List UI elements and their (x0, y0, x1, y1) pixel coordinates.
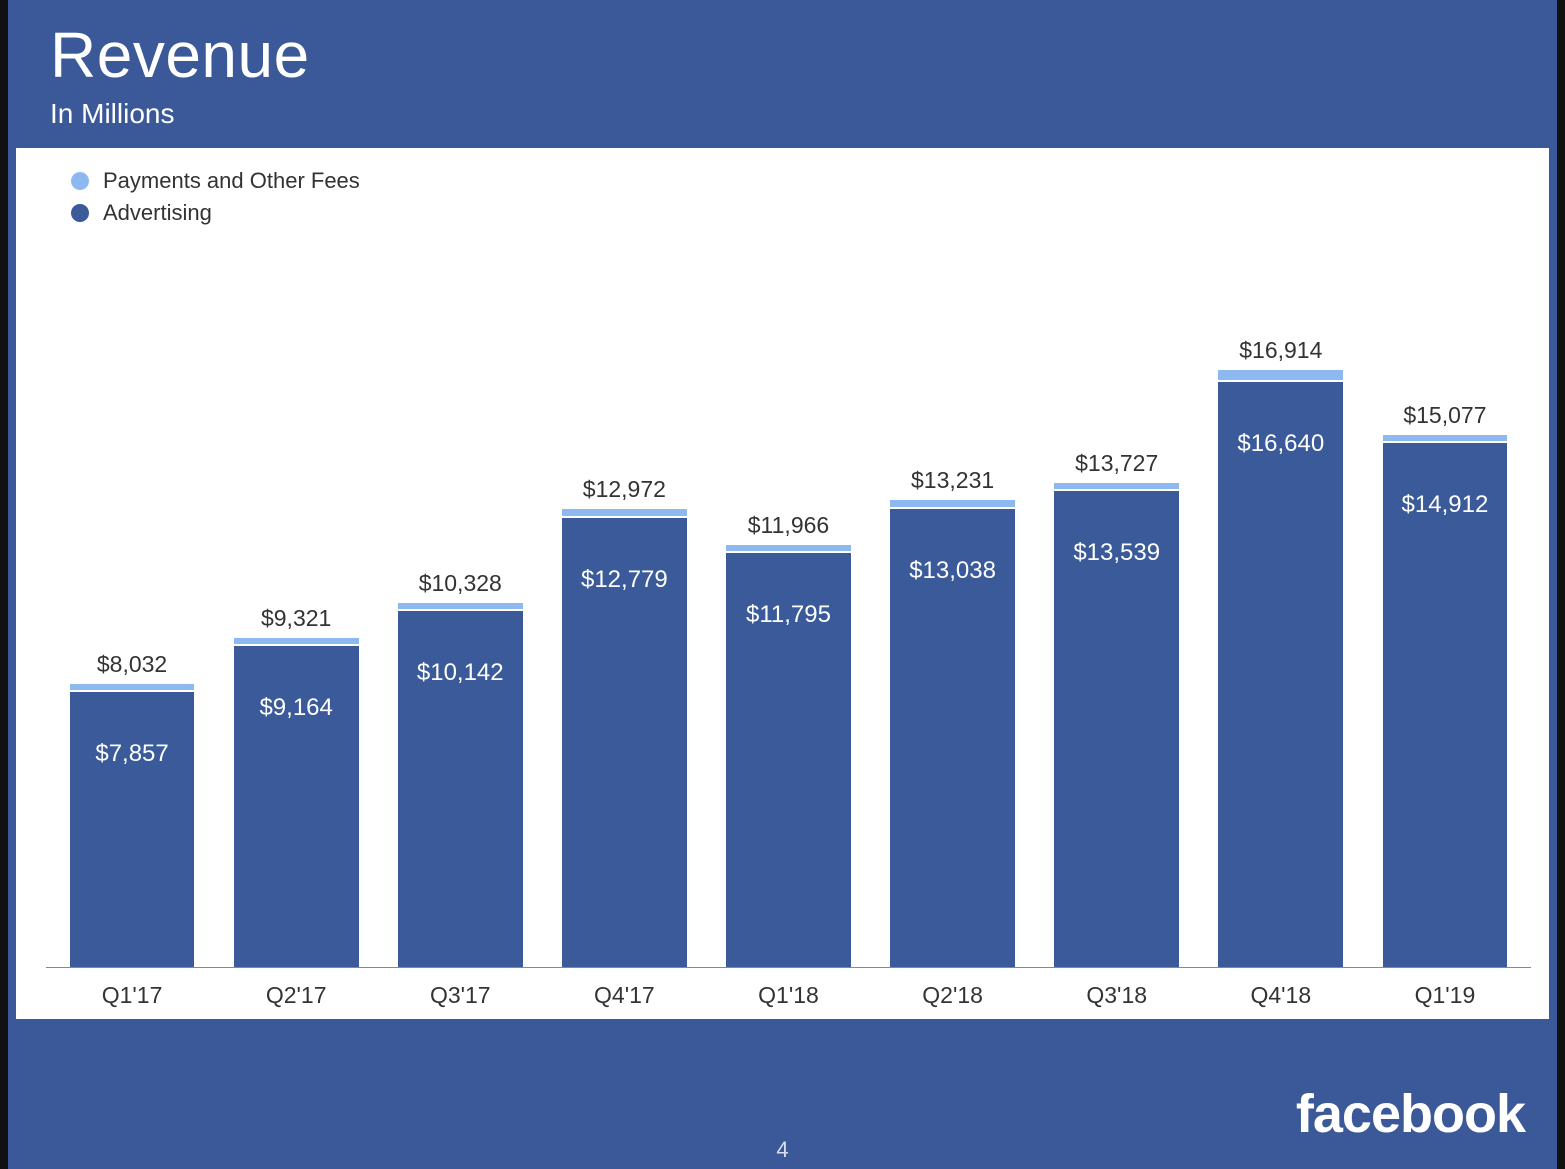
bar-total-label: $10,328 (398, 570, 523, 597)
x-tick: Q3'18 (1035, 982, 1199, 1009)
page-number: 4 (776, 1137, 788, 1163)
bar: $13,727 $188 $13,539 (1054, 450, 1179, 967)
letterbox-right (1557, 0, 1565, 1169)
bar-segment-advertising-label: $13,038 (909, 557, 996, 585)
bar-segment-advertising: $7,857 (70, 690, 195, 967)
bar-segment-advertising: $10,142 (398, 609, 523, 967)
legend-item-advertising: Advertising (71, 200, 360, 226)
legend-swatch-icon (71, 204, 89, 222)
bar-segment-advertising-label: $7,857 (95, 740, 168, 768)
bar-segment-advertising: $13,539 (1054, 489, 1179, 967)
legend-label: Advertising (103, 200, 212, 226)
chart-x-axis: Q1'17 Q2'17 Q3'17 Q4'17 Q1'18 Q2'18 Q3'18 Q4'18… (46, 968, 1531, 1009)
bar: $12,972 $193 $12,779 (562, 476, 687, 967)
bar-column: $13,727 $188 $13,539 (1035, 450, 1199, 967)
bar-column: $11,966$171$11,795 (706, 512, 870, 967)
bar: $10,328$186$10,142 (398, 570, 523, 968)
bar-total-label: $13,231 (890, 467, 1015, 494)
bar-segment-advertising-label: $13,539 (1073, 539, 1160, 567)
x-tick: Q4'17 (542, 982, 706, 1009)
bar-column: $15,077$165$14,912 (1363, 402, 1527, 967)
x-tick-label: Q2'17 (266, 982, 327, 1009)
x-tick-label: Q3'17 (430, 982, 491, 1009)
chart-panel: Payments and Other Fees Advertising $8,03… (16, 148, 1549, 1019)
x-tick-label: Q4'18 (1250, 982, 1311, 1009)
bar-segment-advertising-label: $14,912 (1402, 491, 1489, 519)
bar-segment-advertising: $13,038 (890, 507, 1015, 967)
slide-title: Revenue (50, 18, 1515, 92)
bar-segment-advertising-label: $11,795 (746, 601, 831, 629)
bar-segment-payments: $188 (1054, 483, 1179, 490)
bar-segment-advertising-label: $10,142 (417, 659, 504, 687)
bar-column: $13,231 $193 $13,038 (871, 467, 1035, 967)
bar-total-label: $11,966 (726, 512, 851, 539)
x-tick-label: Q1'19 (1415, 982, 1476, 1009)
bar-column: $16,914 $274 $16,640 (1199, 337, 1363, 967)
x-tick: Q3'17 (378, 982, 542, 1009)
bar-segment-advertising-label: $12,779 (581, 566, 668, 594)
bar-segment-advertising: $12,779 (562, 516, 687, 967)
bar-segment-payments: $193 (890, 500, 1015, 507)
x-tick-label: Q2'18 (922, 982, 983, 1009)
letterbox-left (0, 0, 8, 1169)
legend-item-payments: Payments and Other Fees (71, 168, 360, 194)
bar: $11,966$171$11,795 (726, 512, 851, 967)
legend-label: Payments and Other Fees (103, 168, 360, 194)
bar-total-label: $9,321 (234, 605, 359, 632)
bar-segment-payments: $274 (1218, 370, 1343, 380)
x-tick-label: Q1'18 (758, 982, 819, 1009)
bar-total-label: $16,914 (1218, 337, 1343, 364)
x-tick: Q2'18 (871, 982, 1035, 1009)
slide-subtitle: In Millions (50, 98, 1515, 130)
x-tick: Q1'19 (1363, 982, 1527, 1009)
bar-segment-payments: $193 (562, 509, 687, 516)
bar-total-label: $13,727 (1054, 450, 1179, 477)
bar-segment-advertising-label: $16,640 (1237, 430, 1324, 458)
chart-legend: Payments and Other Fees Advertising (71, 168, 360, 232)
legend-swatch-icon (71, 172, 89, 190)
bar-segment-advertising: $14,912 (1383, 441, 1508, 967)
bar-total-label: $8,032 (70, 651, 195, 678)
x-tick: Q4'18 (1199, 982, 1363, 1009)
brand-logo: facebook (1296, 1083, 1525, 1145)
bar: $9,321$157$9,164 (234, 605, 359, 967)
slide-header: Revenue In Millions (0, 0, 1565, 148)
bar: $15,077$165$14,912 (1383, 402, 1508, 967)
x-tick-label: Q4'17 (594, 982, 655, 1009)
bar-column: $9,321$157$9,164 (214, 605, 378, 967)
bar-column: $8,032$175$7,857 (50, 651, 214, 967)
slide-footer: 4 facebook (0, 1019, 1565, 1169)
bar-column: $12,972 $193 $12,779 (542, 476, 706, 967)
x-tick: Q1'17 (50, 982, 214, 1009)
bar-total-label: $15,077 (1383, 402, 1508, 429)
bar: $16,914 $274 $16,640 (1218, 337, 1343, 967)
bar-segment-advertising: $16,640 (1218, 380, 1343, 967)
bar: $13,231 $193 $13,038 (890, 467, 1015, 967)
x-tick: Q2'17 (214, 982, 378, 1009)
bar-segment-advertising: $9,164 (234, 644, 359, 967)
x-tick-label: Q3'18 (1086, 982, 1147, 1009)
slide: Revenue In Millions Payments and Other F… (0, 0, 1565, 1169)
bar-segment-advertising-label: $9,164 (259, 694, 332, 722)
bar-segment-advertising: $11,795 (726, 551, 851, 967)
x-tick-label: Q1'17 (102, 982, 163, 1009)
chart-plot-area: $8,032$175$7,857$9,321$157$9,164$10,328$… (46, 172, 1531, 968)
x-tick: Q1'18 (706, 982, 870, 1009)
bar: $8,032$175$7,857 (70, 651, 195, 967)
bar-total-label: $12,972 (562, 476, 687, 503)
bar-column: $10,328$186$10,142 (378, 570, 542, 968)
